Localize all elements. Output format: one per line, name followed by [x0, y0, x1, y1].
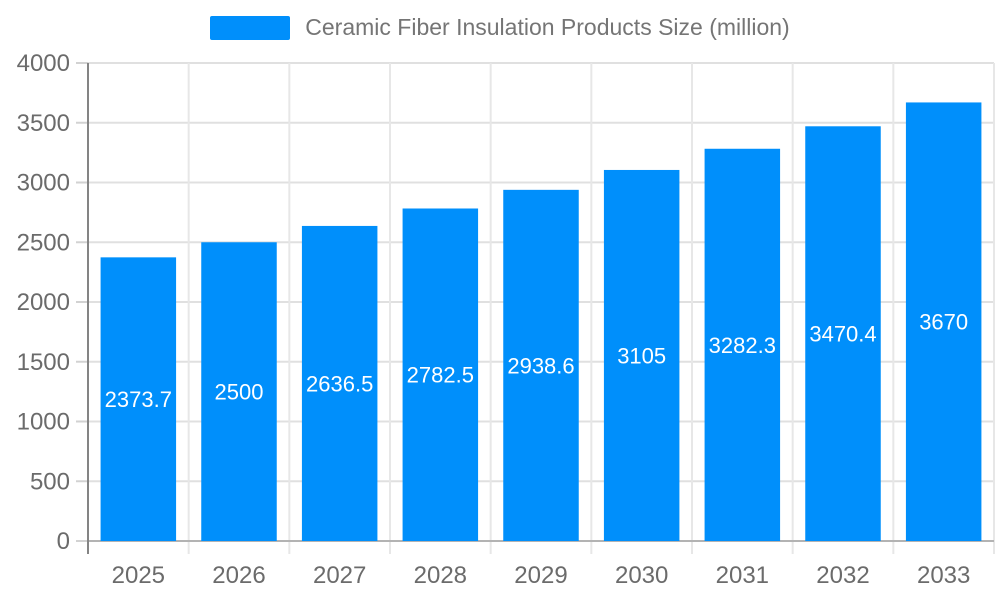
x-axis-label-2032: 2032 [816, 562, 869, 589]
bar-2026[interactable] [201, 242, 277, 541]
y-axis-label-2500: 2500 [17, 229, 70, 256]
bar-label-2029: 2938.6 [507, 353, 574, 378]
bar-label-2032: 3470.4 [809, 322, 876, 347]
y-axis-label-1500: 1500 [17, 349, 70, 376]
bar-label-2031: 3282.3 [709, 333, 776, 358]
x-axis-label-2031: 2031 [716, 562, 769, 589]
bar-2033[interactable] [905, 102, 982, 541]
y-axis-label-3000: 3000 [17, 170, 70, 197]
bar-label-2033: 3670 [919, 310, 968, 335]
bar-label-2030: 3105 [617, 343, 666, 368]
bar-2025[interactable] [100, 257, 177, 541]
x-axis-label-2026: 2026 [212, 562, 265, 589]
bar-label-2025: 2373.7 [105, 387, 172, 412]
legend-marker-icon [210, 15, 291, 40]
x-axis-label-2028: 2028 [414, 562, 467, 589]
bar-label-2026: 2500 [215, 380, 264, 405]
y-axis-label-500: 500 [30, 468, 70, 495]
x-axis-label-2033: 2033 [917, 562, 970, 589]
y-axis-label-2000: 2000 [17, 289, 70, 316]
bar-2028[interactable] [402, 208, 479, 541]
bar-2027[interactable] [301, 225, 378, 542]
y-axis-label-3500: 3500 [17, 110, 70, 137]
x-axis-label-2027: 2027 [313, 562, 366, 589]
y-axis-label-4000: 4000 [17, 50, 70, 77]
bar-2030[interactable] [603, 169, 680, 541]
bar-2031[interactable] [704, 148, 781, 542]
y-axis-label-1000: 1000 [17, 409, 70, 436]
legend-label: Ceramic Fiber Insulation Products Size (… [305, 14, 790, 40]
legend[interactable]: Ceramic Fiber Insulation Products Size (… [0, 14, 1000, 41]
x-axis-label-2030: 2030 [615, 562, 668, 589]
bar-label-2027: 2636.5 [306, 371, 373, 396]
bar-2032[interactable] [805, 126, 881, 541]
x-axis-label-2025: 2025 [112, 562, 165, 589]
bar-2029[interactable] [503, 189, 579, 542]
x-axis-label-2029: 2029 [514, 562, 567, 589]
bar-label-2028: 2782.5 [407, 363, 474, 388]
y-axis-label-0: 0 [57, 528, 70, 555]
